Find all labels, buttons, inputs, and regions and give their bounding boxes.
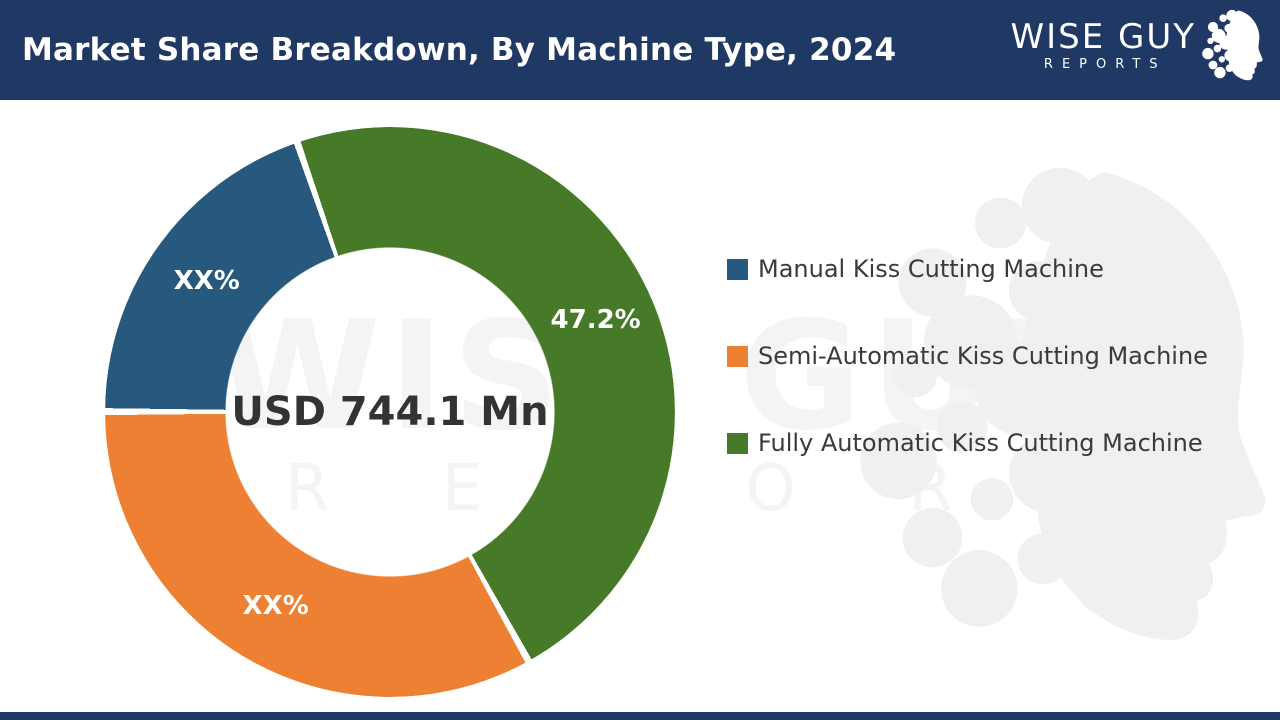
- legend-swatch: [727, 258, 748, 280]
- watermark-face-icon: [860, 167, 1266, 641]
- legend-item: Fully Automatic Kiss Cutting Machine: [727, 429, 1208, 457]
- legend-item: Manual Kiss Cutting Machine: [727, 255, 1208, 283]
- chart-area: WISE GUY R E P O R T S 47.2%XX%XX% USD 7…: [0, 100, 1280, 712]
- legend-label: Manual Kiss Cutting Machine: [758, 255, 1104, 283]
- legend-label: Semi-Automatic Kiss Cutting Machine: [758, 342, 1208, 370]
- brand-face-icon: [1202, 9, 1263, 81]
- brand-logo: WISE GUY REPORTS: [1010, 8, 1264, 84]
- chart-legend: Manual Kiss Cutting Machine Semi-Automati…: [727, 255, 1208, 516]
- header-bar: Market Share Breakdown, By Machine Type,…: [0, 0, 1280, 100]
- legend-swatch: [727, 345, 748, 367]
- page-title: Market Share Breakdown, By Machine Type,…: [22, 32, 897, 68]
- legend-item: Semi-Automatic Kiss Cutting Machine: [727, 342, 1208, 370]
- brand-logo-text: WISE GUY REPORTS: [1010, 16, 1196, 73]
- brand-name: WISE GUY: [1010, 16, 1196, 57]
- legend-swatch: [727, 432, 748, 454]
- donut-ring: [105, 127, 675, 697]
- donut-chart: [105, 127, 675, 697]
- legend-label: Fully Automatic Kiss Cutting Machine: [758, 429, 1203, 457]
- footer-bar: [0, 712, 1280, 720]
- brand-subtitle: REPORTS: [1043, 57, 1167, 73]
- donut-center-value: USD 744.1 Mn: [231, 389, 549, 435]
